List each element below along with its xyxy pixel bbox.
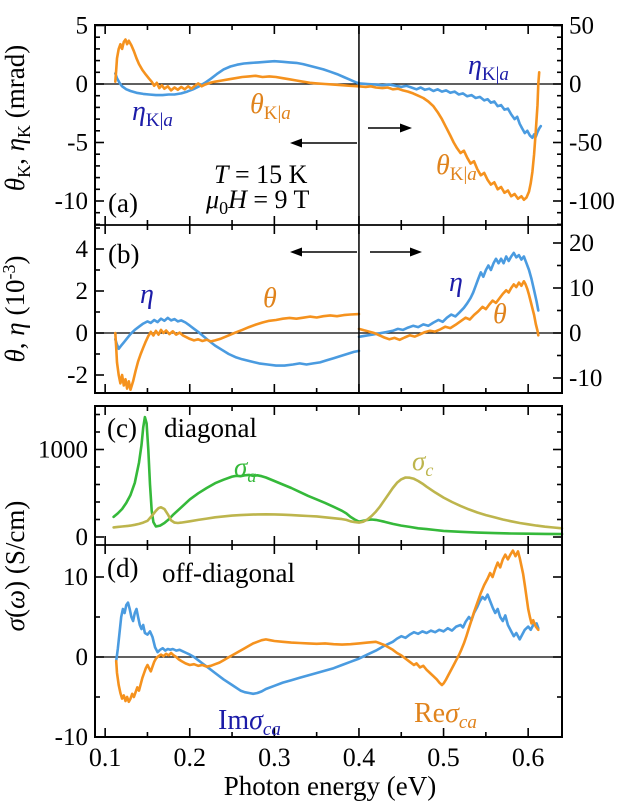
frame-block-cd [94, 405, 563, 738]
series-theta-k-a [357, 71, 541, 202]
annotation-a-0: ηK|a [132, 96, 173, 131]
annotation-a-1: θK|a [250, 89, 291, 124]
y-tick-label-left: -10 [55, 724, 88, 751]
annotation-c-2: σa [234, 452, 256, 486]
y-axis-label-1: θ, η (10-3) [0, 256, 30, 363]
y-tick-label-left: 4 [76, 236, 89, 263]
y-tick-label-right: 50 [569, 13, 594, 40]
annotation-a-4: T = 15 K [214, 160, 308, 189]
y-tick-label-left: 5 [76, 13, 89, 40]
y-axis-label-2: σ(ω) (S/cm) [0, 501, 30, 632]
series-eta-k-a [114, 59, 361, 97]
y-tick-label-right: -10 [569, 365, 602, 392]
annotation-d-3: Reσca [414, 698, 477, 733]
scale-arrow-head-a-0 [290, 138, 302, 148]
x-tick-label: 0.6 [512, 743, 545, 772]
annotation-d-2: Imσca [218, 705, 281, 740]
scale-arrow-head-b-0 [290, 247, 302, 257]
y-tick-label-left: 0 [76, 524, 89, 551]
series-eta-k-a [357, 82, 543, 140]
scale-arrow-head-b-1 [410, 247, 422, 257]
y-tick-label-left: 1000 [38, 437, 88, 464]
annotation-c-0: (c) [107, 413, 137, 443]
x-tick-label: 0.1 [89, 743, 122, 772]
y-tick-label-left: 0 [76, 320, 89, 347]
annotation-b-1: η [140, 279, 154, 310]
series-re-sigma-ca [114, 549, 540, 704]
y-tick-label-right: 10 [569, 275, 594, 302]
annotation-d-1: off-diagonal [162, 558, 295, 588]
y-tick-label-left: -2 [67, 362, 88, 389]
x-axis-label: Photon energy (eV) [224, 771, 436, 801]
annotation-a-5: μ0H = 9 T [205, 185, 310, 218]
annotation-a-6: (a) [108, 188, 138, 218]
series-theta [114, 312, 361, 392]
y-tick-label-right: -50 [569, 130, 602, 157]
series-theta-k-a [114, 38, 361, 92]
y-tick-label-left: -10 [55, 188, 88, 215]
annotation-b-2: θ [263, 283, 277, 314]
annotation-c-1: diagonal [164, 413, 257, 443]
y-tick-label-left: 0 [76, 644, 89, 671]
annotation-a-3: θK|a [436, 150, 477, 185]
series-eta [357, 251, 540, 339]
y-tick-label-right: -100 [569, 188, 615, 215]
x-tick-label: 0.2 [174, 743, 207, 772]
series-sigma-a [112, 415, 564, 536]
y-tick-label-right: 0 [569, 71, 582, 98]
y-tick-label-right: 20 [569, 230, 594, 257]
y-tick-label-left: 2 [76, 278, 89, 305]
y-tick-label-left: -5 [67, 130, 88, 157]
series-sigma-c [112, 476, 564, 530]
series-eta [114, 316, 361, 367]
x-tick-label: 0.5 [427, 743, 460, 772]
x-tick-label: 0.4 [343, 743, 376, 772]
x-tick-label: 0.3 [258, 743, 291, 772]
series-theta [357, 279, 540, 342]
annotation-b-4: θ [493, 299, 507, 330]
annotation-b-3: η [449, 267, 463, 298]
frame-block-ab [94, 24, 563, 394]
series-im-sigma-ca [114, 593, 540, 696]
annotation-b-0: (b) [108, 239, 139, 269]
annotation-a-2: ηK|a [468, 50, 509, 85]
y-tick-label-right: 0 [569, 320, 582, 347]
y-axis-label-0: θK, ηK (mrad) [0, 45, 34, 191]
y-tick-label-left: 10 [63, 564, 88, 591]
annotation-d-0: (d) [107, 553, 138, 583]
annotation-c-3: σc [412, 446, 433, 480]
scale-arrow-head-a-1 [400, 123, 412, 133]
y-tick-label-left: 0 [76, 71, 89, 98]
